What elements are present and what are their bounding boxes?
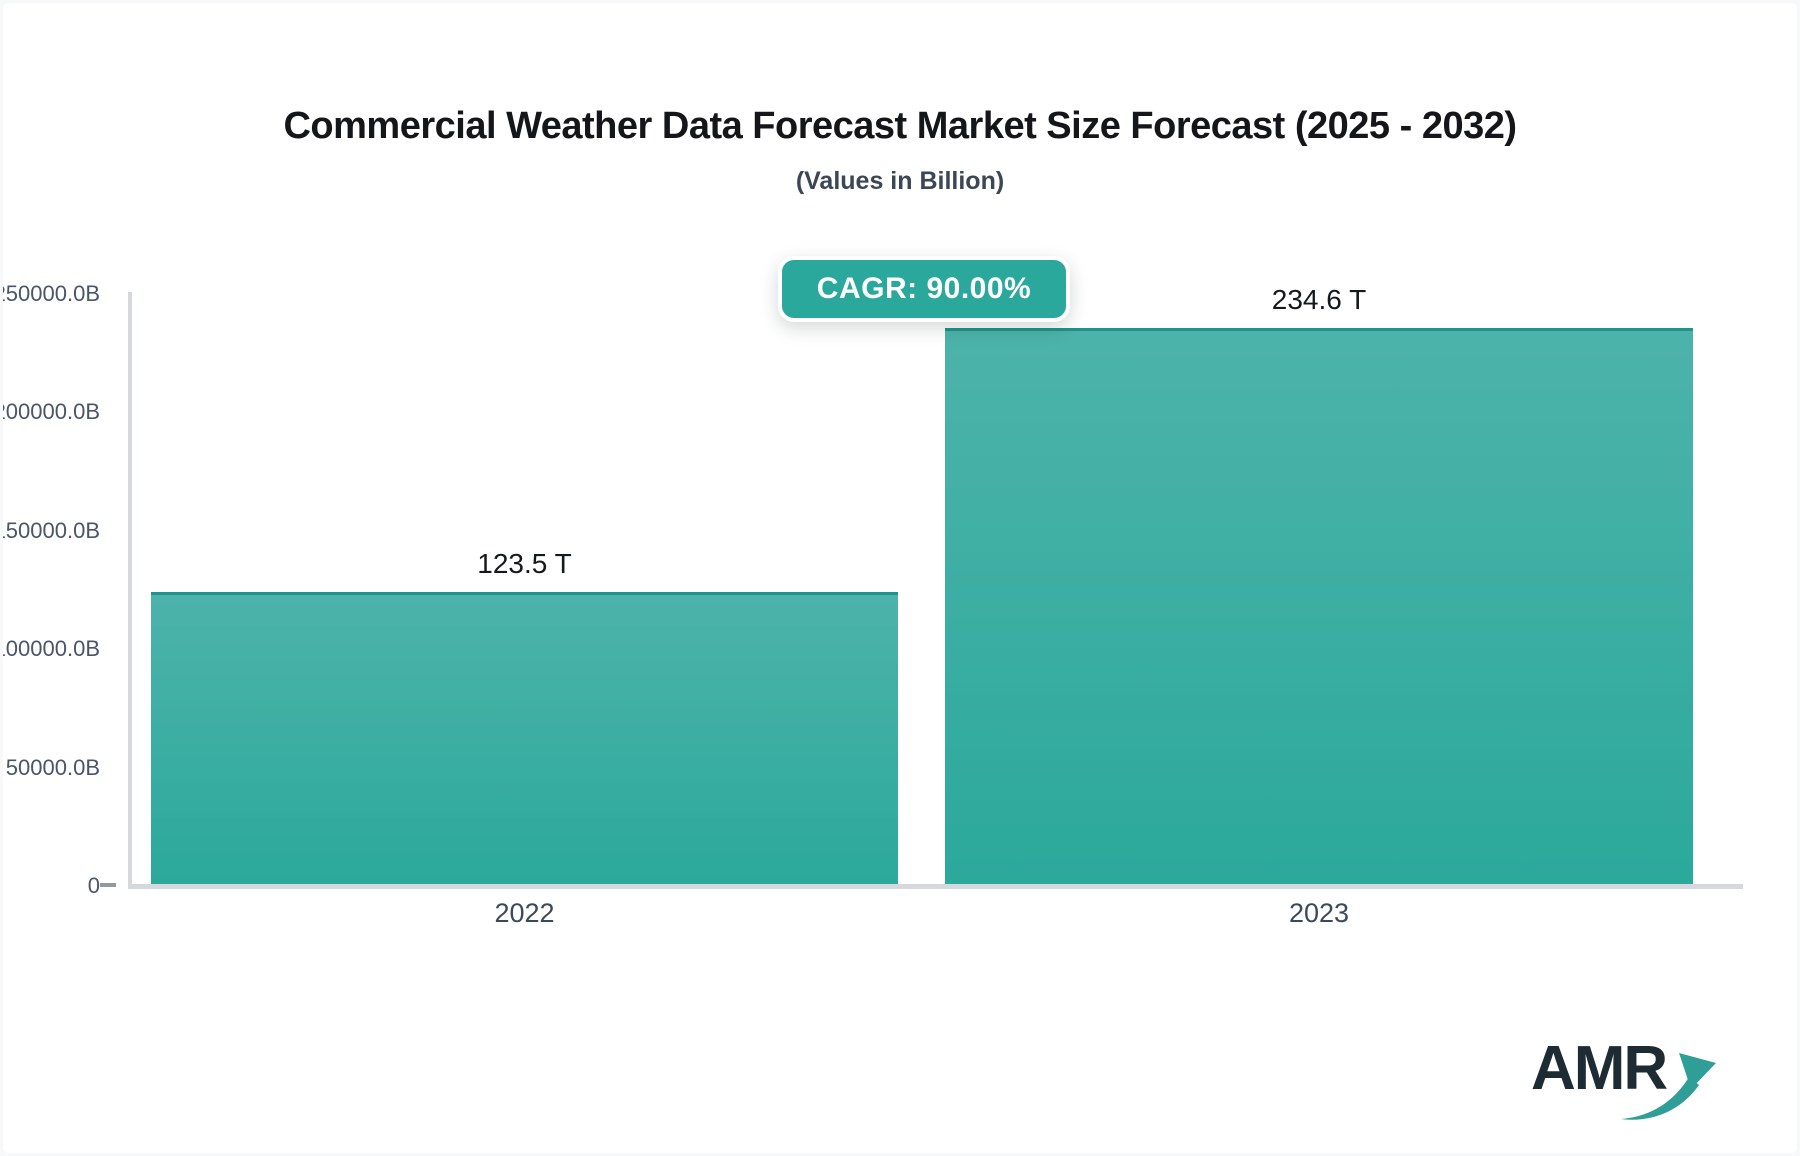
chart-card: Commercial Weather Data Forecast Market …	[3, 3, 1797, 1153]
y-tick-label-100000.0B: 100000.0B	[3, 636, 100, 662]
amr-logo-arrow-icon	[1621, 1053, 1716, 1120]
y-tick-label-150000.0B: 150000.0B	[3, 517, 100, 543]
bar-2023	[945, 328, 1693, 884]
y-tick-label-200000.0B: 200000.0B	[3, 399, 100, 425]
y-tick-label-250000.0B: 250000.0B	[3, 281, 100, 306]
cagr-badge-label: CAGR: 90.00%	[816, 272, 1032, 305]
bar-2022	[151, 591, 898, 884]
x-category-label-2023: 2023	[1288, 898, 1350, 928]
amr-logo: AMR	[1531, 1033, 1731, 1123]
y-tick-label-50000.0B: 50000.0B	[5, 754, 100, 780]
cagr-badge: CAGR: 90.00%	[778, 256, 1070, 322]
amr-logo-text: AMR	[1531, 1034, 1668, 1103]
x-axis-line	[128, 884, 1743, 889]
chart-title: Commercial Weather Data Forecast Market …	[283, 105, 1517, 147]
bar-value-label-2023: 234.6 T	[1271, 284, 1367, 316]
chart-subtitle: (Values in Billion)	[795, 167, 1005, 195]
x-category-label-2022: 2022	[494, 898, 555, 928]
zero-tick-mark	[100, 883, 116, 887]
y-tick-label-0: 0	[87, 873, 100, 898]
y-axis-line	[128, 292, 132, 886]
bar-value-label-2022: 123.5 T	[477, 547, 572, 579]
